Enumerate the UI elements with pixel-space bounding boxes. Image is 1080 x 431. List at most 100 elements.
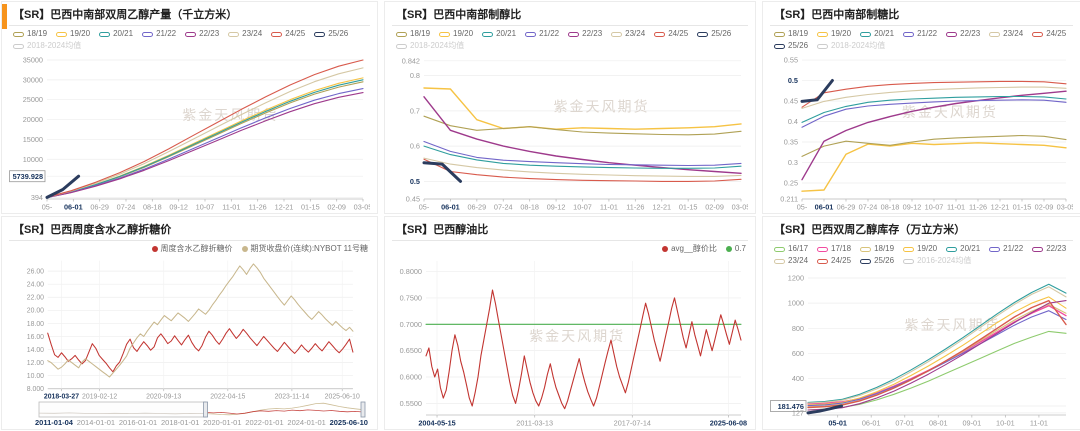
- legend-item-22/23[interactable]: 22/23: [1032, 244, 1066, 254]
- x-axis-label: 08-18: [881, 203, 900, 212]
- slider-handle[interactable]: [360, 401, 366, 418]
- legend-item-19/20[interactable]: 19/20: [903, 244, 937, 254]
- watermark: 紫金天风期货: [902, 104, 998, 120]
- highlight-value-box: [9, 170, 46, 183]
- legend-item-16/17[interactable]: 16/17: [774, 244, 808, 254]
- x-axis-label: 06-01: [64, 203, 83, 212]
- legend-item-19/20[interactable]: 19/20: [56, 29, 90, 39]
- legend-item-23/24[interactable]: 23/24: [228, 29, 262, 39]
- y-axis-label: 0.7500: [400, 293, 422, 302]
- legend-item-23/24[interactable]: 23/24: [774, 256, 808, 266]
- legend-item-19/20[interactable]: 19/20: [817, 29, 851, 39]
- legend-item-21/22[interactable]: 21/22: [525, 29, 559, 39]
- legend-item-20/21[interactable]: 20/21: [482, 29, 516, 39]
- y-axis-label: 181.476: [778, 402, 804, 411]
- watermark: 紫金天风期货: [529, 328, 625, 344]
- legend-marker-icon: [989, 31, 1001, 37]
- slider-mini-series: [205, 402, 364, 416]
- legend-item-2018-2024均值[interactable]: 2018-2024均值: [396, 41, 464, 51]
- series-19/20: [423, 87, 742, 130]
- legend-item-24/25[interactable]: 24/25: [654, 29, 688, 39]
- legend-item-期货收盘价(连续):NYBOT 11号糖[interactable]: 期货收盘价(连续):NYBOT 11号糖: [241, 244, 368, 254]
- x-axis-label: 01-15: [679, 203, 698, 212]
- y-axis-label: 127: [792, 408, 804, 417]
- legend-marker-icon: [654, 31, 666, 37]
- legend-marker-icon: [568, 31, 580, 37]
- legend-item-22/23[interactable]: 22/23: [568, 29, 602, 39]
- x-axis-label: 2011-03-13: [516, 419, 553, 428]
- x-axis-label: 10-07: [196, 203, 215, 212]
- legend-item-20/21[interactable]: 20/21: [860, 29, 894, 39]
- legend-item-20/21[interactable]: 20/21: [946, 244, 980, 254]
- slider-axis-label: 2014-01-01: [76, 418, 116, 427]
- legend-item-18/19[interactable]: 18/19: [13, 29, 47, 39]
- x-axis-label: 03-05: [732, 203, 748, 212]
- chart-plot: 05-01 06-01 07-01 08-01 09-01 10-01 11-01紫金天风期…: [770, 274, 1067, 428]
- chart-title: 【SR】巴西中南部制醇比: [392, 5, 748, 26]
- legend-item-20/21[interactable]: 20/21: [99, 29, 133, 39]
- legend-item-21/22[interactable]: 21/22: [142, 29, 176, 39]
- legend-item-23/24[interactable]: 23/24: [989, 29, 1023, 39]
- x-axis-label: 07-01: [895, 419, 914, 428]
- legend-item-24/25[interactable]: 24/25: [1032, 29, 1066, 39]
- legend-item-25/26[interactable]: 25/26: [314, 29, 348, 39]
- legend-label: 24/25: [285, 29, 306, 38]
- legend-label: 20/21: [960, 244, 981, 253]
- y-axis-label: 5739.928: [13, 172, 43, 181]
- y-axis-label: 0.8000: [400, 267, 422, 276]
- chart-title: 【SR】巴西醇油比: [392, 220, 748, 241]
- chart-title: 【SR】巴西双周乙醇库存（万立方米）: [770, 220, 1073, 241]
- legend-item-25/26[interactable]: 25/26: [697, 29, 731, 39]
- legend-item-周度含水乙醇折糖价[interactable]: 周度含水乙醇折糖价: [151, 244, 233, 254]
- legend-item-21/22[interactable]: 21/22: [989, 244, 1023, 254]
- legend-item-25/26[interactable]: 25/26: [860, 256, 894, 266]
- legend-item-25/26[interactable]: 25/26: [774, 41, 808, 51]
- chart-plot: 05- 06-01 06-29 07-24 08-18 09-12 10-07 11-01 11…: [780, 56, 1073, 212]
- y-axis-label: 24.00: [27, 282, 44, 289]
- y-axis-label: 20.00: [27, 308, 44, 315]
- legend-item-2018-2024均值[interactable]: 2018-2024均值: [817, 41, 885, 51]
- legend-item-0.7[interactable]: 0.7: [725, 244, 746, 254]
- legend-item-avg__醇价比[interactable]: avg__醇价比: [662, 244, 717, 254]
- legend-item-2016-2024均值[interactable]: 2016-2024均值: [903, 256, 971, 266]
- datazoom-slider[interactable]: [9, 401, 370, 418]
- x-axis-label: 02-09: [705, 203, 724, 212]
- legend-marker-icon: [1032, 246, 1044, 252]
- x-axis-label: 07-24: [117, 203, 136, 212]
- legend-item-18/19[interactable]: 18/19: [860, 244, 894, 254]
- legend-label: 周度含水乙醇折糖价: [160, 244, 233, 253]
- legend-item-17/18[interactable]: 17/18: [817, 244, 851, 254]
- legend-item-23/24[interactable]: 23/24: [611, 29, 645, 39]
- legend-item-22/23[interactable]: 22/23: [185, 29, 219, 39]
- y-axis-label: 10000: [23, 155, 43, 164]
- series-25/26: [45, 174, 81, 199]
- y-axis-label: 1000: [788, 299, 804, 308]
- y-axis-label: 10.00: [27, 373, 44, 380]
- y-axis-label: 16.00: [27, 334, 44, 341]
- series-22/23: [46, 92, 364, 199]
- legend-marker-icon: [142, 31, 154, 37]
- x-axis-label: 03-05: [1057, 203, 1073, 212]
- legend-item-19/20[interactable]: 19/20: [439, 29, 473, 39]
- legend-item-21/22[interactable]: 21/22: [903, 29, 937, 39]
- legend-item-24/25[interactable]: 24/25: [271, 29, 305, 39]
- chart-legend: 周度含水乙醇折糖价 期货收盘价(连续):NYBOT 11号糖: [9, 241, 370, 255]
- y-axis-label: 394: [31, 193, 43, 202]
- series-21/22: [423, 140, 742, 167]
- x-axis-label: 09-01: [962, 419, 981, 428]
- legend-item-18/19[interactable]: 18/19: [396, 29, 430, 39]
- series-19/20: [801, 142, 1067, 192]
- legend-marker-icon: [946, 31, 958, 37]
- legend-marker-icon: [903, 246, 915, 252]
- legend-item-18/19[interactable]: 18/19: [774, 29, 808, 39]
- legend-label: 2018-2024均值: [27, 41, 82, 50]
- x-axis-label: 11-26: [249, 203, 267, 212]
- legend-marker-icon: [525, 31, 537, 37]
- legend-item-2018-2024均值[interactable]: 2018-2024均值: [13, 41, 81, 51]
- legend-item-22/23[interactable]: 22/23: [946, 29, 980, 39]
- legend-item-24/25[interactable]: 24/25: [817, 256, 851, 266]
- slider-axis-label: 2024-01-01: [287, 418, 326, 427]
- y-axis-label: 0.8: [410, 71, 420, 80]
- legend-marker-icon: [860, 258, 872, 264]
- slider-handle[interactable]: [203, 401, 208, 418]
